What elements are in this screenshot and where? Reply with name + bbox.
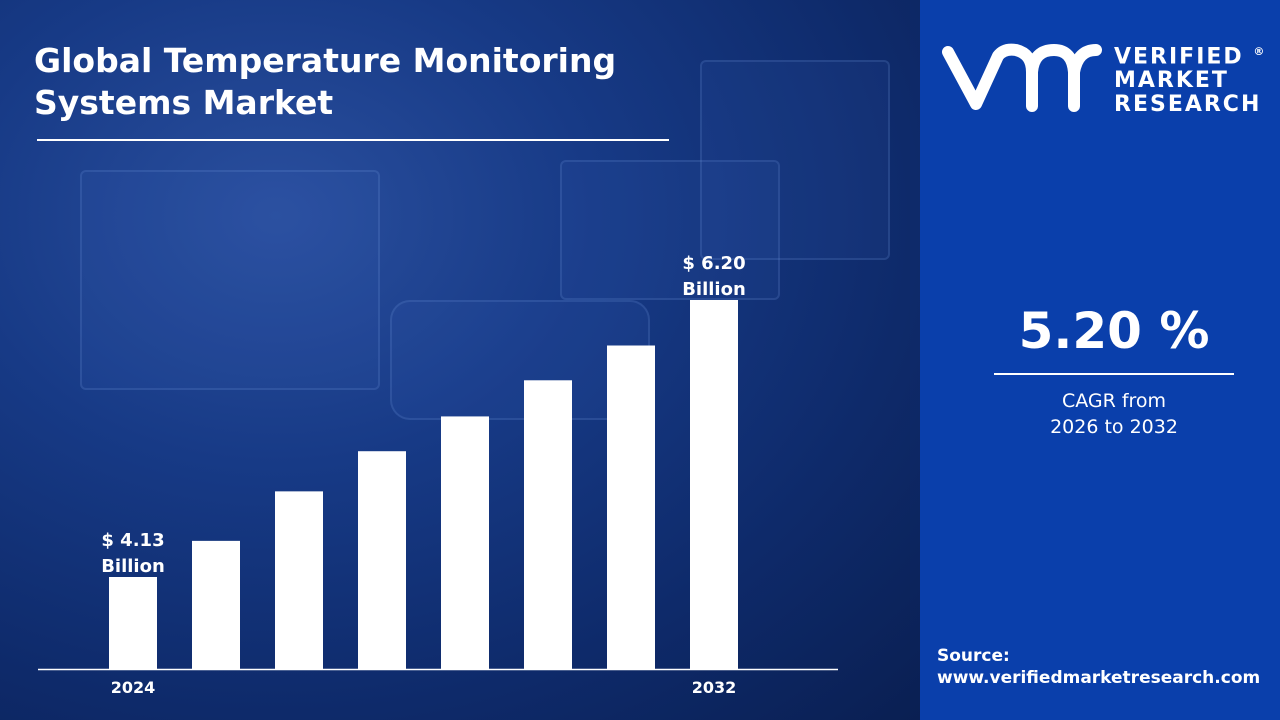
source-url[interactable]: www.verifiedmarketresearch.com	[937, 668, 1261, 688]
bar	[524, 380, 572, 669]
background-decoration	[80, 170, 380, 390]
background-decoration	[390, 300, 650, 420]
chart-title: Global Temperature Monitoring Systems Ma…	[34, 40, 674, 124]
bar	[441, 416, 489, 669]
cagr-value: 5.20 %	[1018, 302, 1210, 360]
data-label: Billion	[682, 279, 746, 300]
bar	[192, 540, 240, 669]
background-decoration	[560, 160, 780, 300]
bar	[690, 300, 738, 669]
cagr-divider	[994, 373, 1234, 375]
bar	[358, 451, 406, 669]
bar-chart: 2024 2032 $ 4.13 Billion $ 6.20 Billion	[38, 253, 838, 697]
title-line-1: Global Temperature Monitoring	[34, 41, 617, 80]
cagr-label-2: 2026 to 2032	[1050, 416, 1178, 438]
title-divider	[37, 139, 669, 141]
x-tick-label: 2024	[111, 678, 156, 697]
bar	[607, 345, 655, 669]
background-decoration	[700, 60, 890, 260]
title-line-2: Systems Market	[34, 83, 334, 122]
bar	[109, 577, 157, 669]
source-label: Source:	[937, 646, 1010, 666]
x-tick-label: 2032	[692, 678, 737, 697]
cagr-label-1: CAGR from	[1061, 390, 1167, 412]
brand-name: VERIFIED ® MARKET RESEARCH	[1114, 44, 1267, 118]
info-panel	[920, 0, 1280, 720]
bar	[275, 491, 323, 669]
data-label: $ 4.13	[101, 530, 164, 551]
data-label: Billion	[101, 556, 165, 577]
vmr-logo-mark	[942, 43, 1102, 112]
data-label: $ 6.20	[682, 253, 745, 274]
